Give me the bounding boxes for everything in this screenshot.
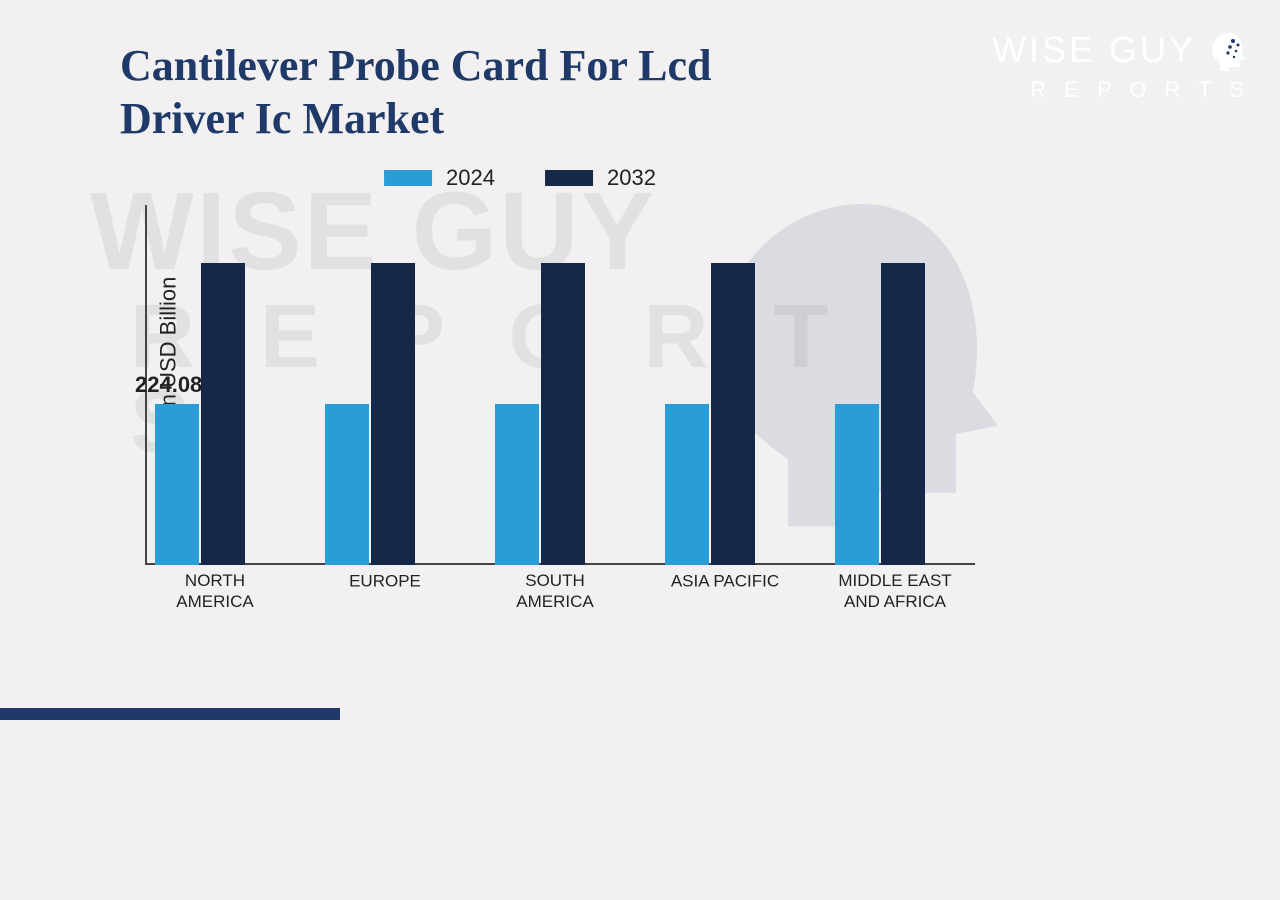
category-label: NORTH AMERICA — [145, 571, 285, 612]
brand-line1: WISE GUY — [992, 32, 1196, 68]
bottom-accent-bar — [0, 708, 340, 720]
brand-head-icon — [1200, 25, 1250, 75]
bar-2024 — [665, 404, 709, 565]
bar-group: MIDDLE EAST AND AFRICA — [835, 263, 955, 565]
bar-group: NORTH AMERICA — [155, 263, 275, 565]
legend-item: 2032 — [545, 165, 656, 191]
bar-2032 — [711, 263, 755, 565]
category-label: SOUTH AMERICA — [485, 571, 625, 612]
legend-label: 2024 — [446, 165, 495, 191]
bar-2032 — [201, 263, 245, 565]
category-label: MIDDLE EAST AND AFRICA — [825, 571, 965, 612]
chart: Market Size in USD Billion 20242032 NORT… — [60, 165, 980, 645]
bar-2024 — [495, 404, 539, 565]
chart-title: Cantilever Probe Card For Lcd Driver Ic … — [120, 40, 840, 146]
legend: 2024 2032 — [384, 165, 656, 191]
category-label: ASIA PACIFIC — [655, 571, 795, 591]
page-root: WISE GUY R E P O R T S WISE GUY R E P O … — [0, 0, 1280, 720]
legend-swatch — [545, 170, 593, 186]
bar-2032 — [881, 263, 925, 565]
bar-2032 — [371, 263, 415, 565]
value-annotation: 224.08 — [135, 372, 202, 398]
bar-2024 — [155, 404, 199, 565]
bar-2024 — [835, 404, 879, 565]
brand-line2: R E P O R T S — [992, 79, 1250, 101]
brand-logo: WISE GUY R E P O R T S — [992, 25, 1250, 101]
bar-group: EUROPE — [325, 263, 445, 565]
bar-2032 — [541, 263, 585, 565]
plot-area: NORTH AMERICA224.08EUROPESOUTH AMERICAAS… — [145, 205, 975, 565]
legend-item: 2024 — [384, 165, 495, 191]
category-label: EUROPE — [315, 571, 455, 591]
legend-label: 2032 — [607, 165, 656, 191]
bar-group: ASIA PACIFIC — [665, 263, 785, 565]
legend-swatch — [384, 170, 432, 186]
bar-group: SOUTH AMERICA — [495, 263, 615, 565]
bar-2024 — [325, 404, 369, 565]
